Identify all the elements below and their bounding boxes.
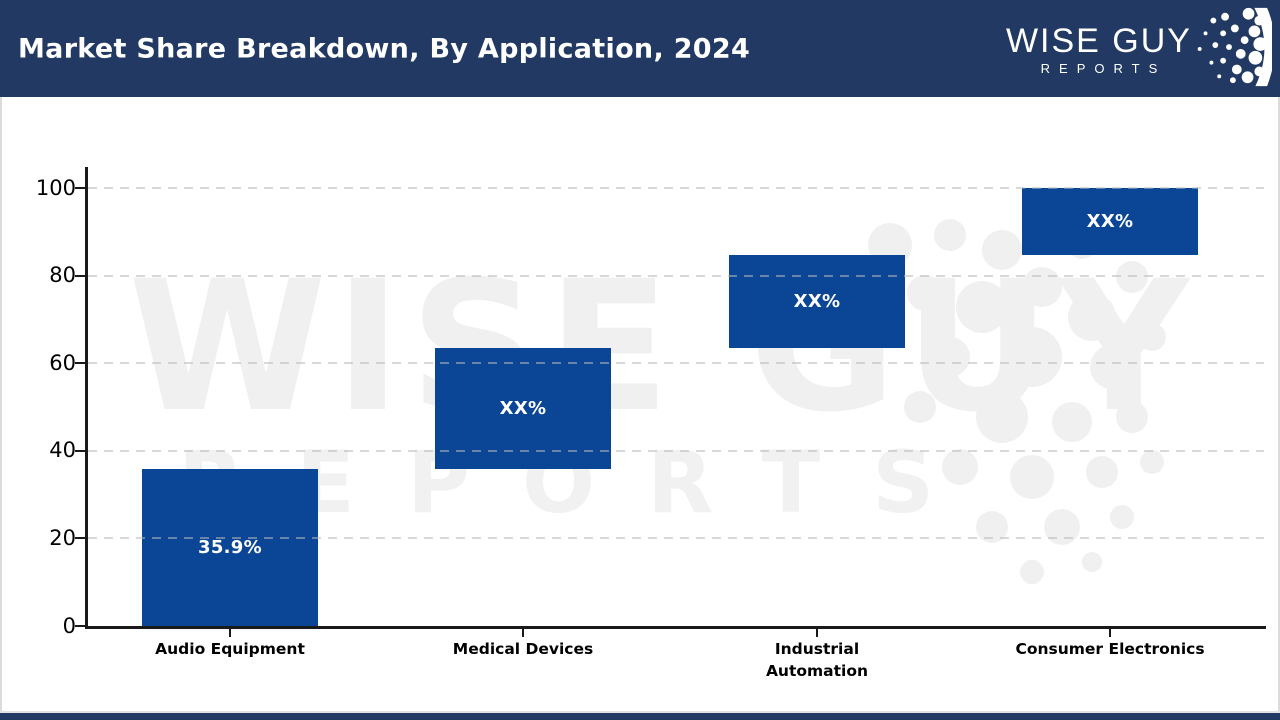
bar-consumer-electronics: XX% [1022,188,1198,255]
bar-audio-equipment: 35.9% [142,468,318,626]
x-category-label: Audio Equipment [155,640,305,658]
x-category-label: Consumer Electronics [1015,640,1205,658]
y-tick-label: 80 [49,263,76,288]
y-tick-label: 0 [62,613,76,638]
y-tick-label: 100 [35,175,76,200]
header-bar: Market Share Breakdown, By Application, … [0,0,1280,97]
x-tick-mark [229,629,231,637]
y-tick-mark [75,537,85,540]
bar-value-label: 35.9% [198,536,262,558]
page-border-bottom [0,711,1280,713]
page-border-right [1278,97,1280,713]
x-tick-mark [1109,629,1111,637]
y-tick-label: 40 [49,438,76,463]
dotted-head-profile-icon [1186,4,1275,94]
gridline [88,187,1264,189]
footer-bar [0,713,1280,720]
page-border-left [0,97,2,713]
y-tick-mark [75,274,85,277]
gridline [88,537,1264,540]
bar-value-label: XX% [1086,210,1134,232]
bar-medical-devices: XX% [435,348,611,469]
y-tick-label: 60 [49,350,76,375]
y-tick-label: 20 [49,525,76,550]
y-axis-spine [85,167,88,629]
wise-guy-reports-logo: WISE GUY REPORTS [1006,4,1275,94]
x-category-label: Industrial Automation [765,640,869,680]
gridline [88,449,1264,452]
y-tick-mark [75,449,85,452]
x-category-label: Medical Devices [452,640,594,658]
page-title: Market Share Breakdown, By Application, … [18,33,751,64]
x-tick-mark [816,629,818,637]
y-tick-mark [75,187,85,189]
logo-text: WISE GUY REPORTS [1006,24,1192,75]
x-axis-spine [85,626,1266,629]
bar-value-label: XX% [499,398,547,420]
y-tick-mark [75,625,85,627]
gridline [88,274,1264,277]
y-tick-mark [75,362,85,365]
logo-subtitle: REPORTS [1040,60,1167,76]
watermark-dotted-head-icon [830,205,1180,609]
x-tick-mark [522,629,524,637]
gridline [88,362,1264,365]
bar-value-label: XX% [793,290,841,312]
logo-wordmark: WISE GUY [1005,21,1192,60]
bar-industrial-automation: XX% [729,254,905,349]
